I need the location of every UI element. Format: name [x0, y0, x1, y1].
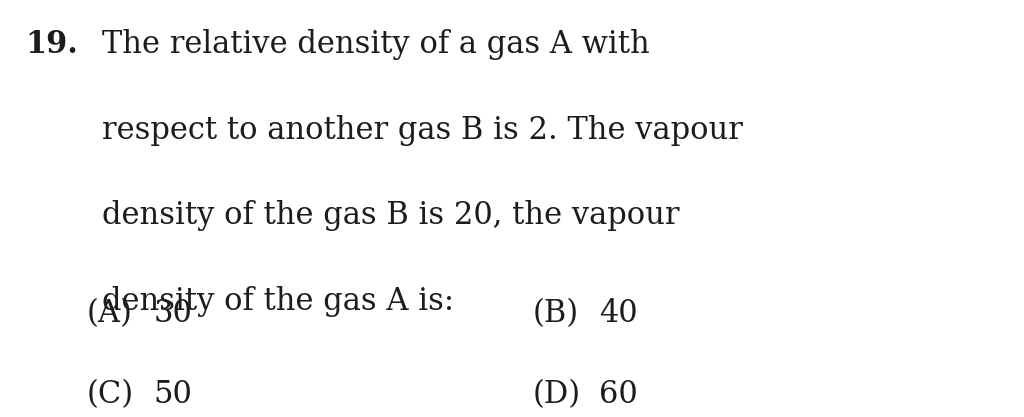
Text: 30: 30 [154, 298, 193, 329]
Text: density of the gas A is:: density of the gas A is: [102, 286, 455, 317]
Text: 19.: 19. [26, 29, 79, 60]
Text: (A): (A) [87, 298, 133, 329]
Text: (D): (D) [532, 379, 581, 410]
Text: 40: 40 [599, 298, 638, 329]
Text: 60: 60 [599, 379, 638, 410]
Text: (B): (B) [532, 298, 579, 329]
Text: 50: 50 [154, 379, 193, 410]
Text: respect to another gas B is 2. The vapour: respect to another gas B is 2. The vapou… [102, 115, 743, 146]
Text: density of the gas B is 20, the vapour: density of the gas B is 20, the vapour [102, 200, 680, 231]
Text: (C): (C) [87, 379, 134, 410]
Text: The relative density of a gas A with: The relative density of a gas A with [102, 29, 650, 60]
